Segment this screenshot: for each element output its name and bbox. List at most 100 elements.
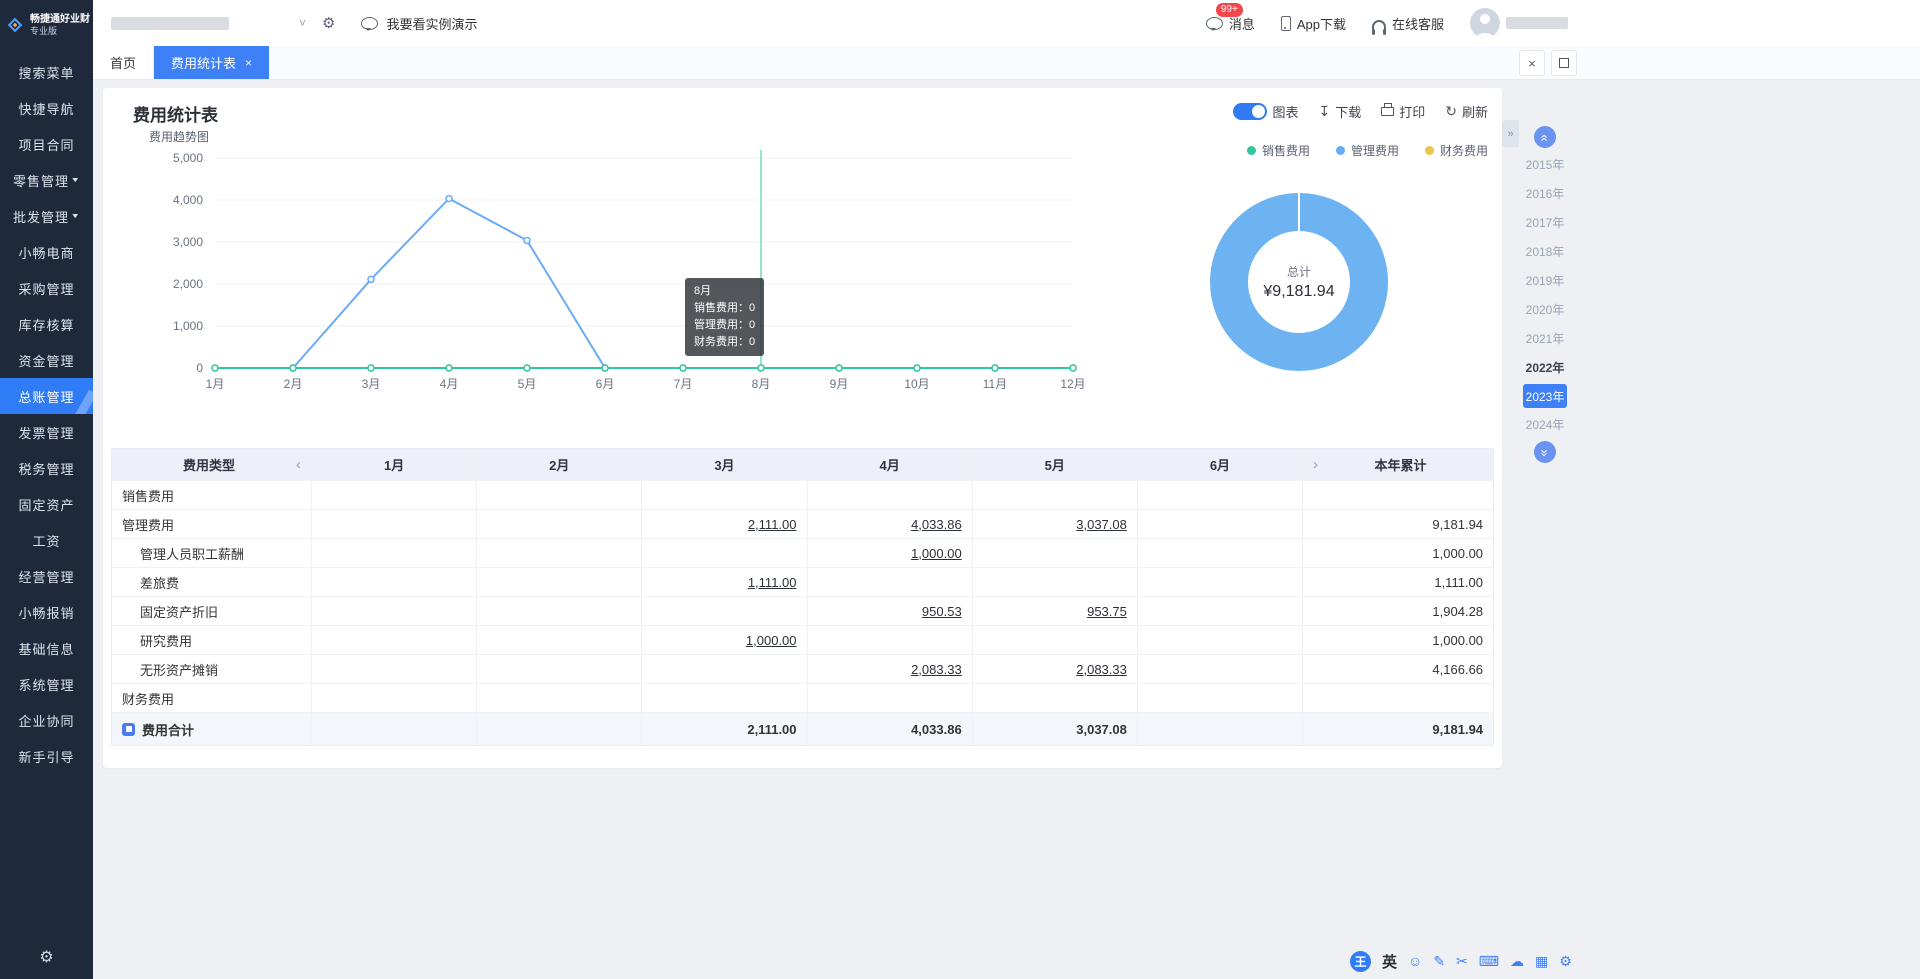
month-value-link[interactable]: 1,000.00	[911, 545, 962, 561]
printer-icon	[1381, 103, 1395, 116]
user-account[interactable]	[1470, 8, 1568, 38]
cell-month-value[interactable]: 953.75	[973, 597, 1138, 625]
company-name-redacted	[111, 16, 229, 30]
refresh-button[interactable]: ↻ 刷新	[1445, 102, 1488, 121]
line-chart-svg[interactable]: 0 1,000 2,000 3,000 4,000 5,000 1月 2月 3月 4月 5月 6月 7月…	[133, 138, 1133, 398]
sidebar-item-新手引导[interactable]: 新手引导	[0, 738, 93, 774]
sidebar-item-系统管理[interactable]: 系统管理	[0, 666, 93, 702]
print-button[interactable]: 打印	[1381, 102, 1425, 121]
sidebar-item-label: 企业协同	[18, 713, 75, 729]
sidebar-item-基础信息[interactable]: 基础信息	[0, 630, 93, 666]
years-scroll-up-button[interactable]: «	[1534, 126, 1556, 148]
topbar-gear-icon[interactable]: ⚙	[322, 15, 336, 32]
col-month-4月: 4月	[808, 449, 973, 480]
online-service-button[interactable]: 在线客服	[1371, 14, 1444, 35]
tab-close-icon[interactable]: ×	[245, 55, 253, 70]
month-value-link[interactable]: 1,000.00	[745, 632, 797, 648]
sidebar-item-工资[interactable]: 工资	[0, 522, 93, 558]
cell-month-value[interactable]: 4,033.86	[808, 510, 973, 538]
month-value-link[interactable]: 3,037.08	[1076, 516, 1127, 532]
ime-language-toggle[interactable]: 英	[1382, 953, 1398, 971]
year-item[interactable]: 2022年	[1525, 361, 1565, 375]
month-value-link[interactable]: 2,083.33	[911, 661, 962, 677]
legend-item[interactable]: 管理费用	[1335, 142, 1399, 159]
sidebar-item-税务管理[interactable]: 税务管理	[0, 450, 93, 486]
sidebar-item-采购管理[interactable]: 采购管理	[0, 270, 93, 306]
tab-expense-report[interactable]: 费用统计表 ×	[154, 46, 270, 79]
donut-chart[interactable]: 总计 ¥9,181.94	[1199, 182, 1399, 382]
year-item[interactable]: 2019年	[1525, 274, 1565, 288]
year-item[interactable]: 2023年	[1523, 384, 1567, 408]
ime-settings-icon[interactable]: ⚙	[1559, 952, 1572, 969]
ime-grid-icon[interactable]: ▦	[1535, 952, 1549, 969]
year-item[interactable]: 2018年	[1525, 245, 1565, 259]
fullscreen-button[interactable]	[1551, 50, 1577, 76]
ime-keyboard-icon[interactable]: ⌨	[1478, 952, 1499, 969]
messages-button[interactable]: 99+ 消息	[1205, 2, 1255, 33]
sidebar-item-资金管理[interactable]: 资金管理	[0, 342, 93, 378]
sidebar-item-快捷导航[interactable]: 快捷导航	[0, 90, 93, 126]
sidebar-settings-icon[interactable]: ⚙	[39, 949, 54, 966]
cell-month-value[interactable]: 2,083.33	[973, 655, 1138, 683]
month-value-link[interactable]: 1,111.00	[747, 574, 797, 590]
sidebar-item-发票管理[interactable]: 发票管理	[0, 414, 93, 450]
legend-item[interactable]: 财务费用	[1424, 142, 1488, 159]
legend-item[interactable]: 销售费用	[1246, 142, 1310, 159]
sidebar-item-label: 系统管理	[18, 677, 75, 693]
cell-month-value[interactable]: 1,111.00	[642, 568, 808, 596]
month-value-link[interactable]: 4,033.86	[911, 516, 962, 532]
year-item[interactable]: 2016年	[1525, 187, 1565, 201]
company-selector[interactable]: ˅	[111, 16, 306, 30]
month-value-link[interactable]: 953.75	[1087, 603, 1127, 619]
cell-month-value[interactable]: 950.53	[808, 597, 973, 625]
next-months-button[interactable]: ›	[1313, 456, 1319, 473]
chart-toggle[interactable]: 图表	[1233, 102, 1298, 121]
demo-link[interactable]: 我要看实例演示	[361, 14, 477, 33]
year-item[interactable]: 2015年	[1525, 158, 1565, 172]
svg-text:4,000: 4,000	[173, 193, 203, 207]
cell-month-value	[312, 684, 478, 712]
tab-home[interactable]: 首页	[93, 46, 155, 79]
ime-cloud-icon[interactable]: ☁	[1510, 952, 1524, 969]
year-item[interactable]: 2017年	[1525, 216, 1565, 230]
sidebar-item-批发管理[interactable]: 批发管理 ▼	[0, 198, 93, 234]
cell-month-value[interactable]: 2,083.33	[808, 655, 973, 683]
sidebar-item-企业协同[interactable]: 企业协同	[0, 702, 93, 738]
phone-icon	[1280, 15, 1291, 31]
sidebar-item-固定资产[interactable]: 固定资产	[0, 486, 93, 522]
sidebar-item-搜索菜单[interactable]: 搜索菜单	[0, 54, 93, 90]
cell-month-value[interactable]: 1,000.00	[642, 626, 808, 654]
sidebar-item-零售管理[interactable]: 零售管理 ▼	[0, 162, 93, 198]
ime-logo-icon[interactable]: 王	[1350, 950, 1371, 972]
sidebar-item-总账管理[interactable]: 总账管理	[0, 378, 93, 414]
row-name-label: 研究费用	[140, 633, 193, 649]
row-name-label: 固定资产折旧	[140, 604, 219, 620]
cell-month-value	[642, 597, 808, 625]
ime-emoji-icon[interactable]: ☺	[1408, 953, 1423, 969]
cell-month-value[interactable]: 3,037.08	[973, 510, 1138, 538]
cell-month-value	[312, 481, 478, 509]
year-item[interactable]: 2021年	[1525, 332, 1565, 346]
chart-toggle-switch[interactable]	[1233, 103, 1268, 120]
month-value-link[interactable]: 2,111.00	[747, 516, 797, 532]
month-value-link[interactable]: 2,083.33	[1076, 661, 1127, 677]
cell-month-value[interactable]: 1,000.00	[808, 539, 973, 567]
month-value-link[interactable]: 950.53	[921, 603, 962, 619]
ime-pen-icon[interactable]: ✎	[1433, 952, 1446, 969]
sidebar-item-项目合同[interactable]: 项目合同	[0, 126, 93, 162]
sidebar-item-库存核算[interactable]: 库存核算	[0, 306, 93, 342]
ime-scissors-icon[interactable]: ✂	[1456, 952, 1468, 969]
prev-months-button[interactable]: ‹	[295, 456, 301, 473]
cell-month-value[interactable]: 2,111.00	[642, 510, 808, 538]
sidebar-item-小畅报销[interactable]: 小畅报销	[0, 594, 93, 630]
year-panel-collapse-handle[interactable]: »	[1502, 120, 1519, 147]
close-all-tabs-button[interactable]: ×	[1519, 50, 1545, 76]
sidebar-item-小畅电商[interactable]: 小畅电商	[0, 234, 93, 270]
sidebar-item-经营管理[interactable]: 经营管理	[0, 558, 93, 594]
row-name: 销售费用	[112, 481, 312, 509]
year-item[interactable]: 2024年	[1525, 418, 1565, 432]
download-button[interactable]: ↧ 下载	[1318, 102, 1361, 121]
year-item[interactable]: 2020年	[1525, 303, 1565, 317]
app-download-button[interactable]: App下载	[1280, 14, 1346, 33]
years-scroll-down-button[interactable]: »	[1534, 441, 1556, 463]
